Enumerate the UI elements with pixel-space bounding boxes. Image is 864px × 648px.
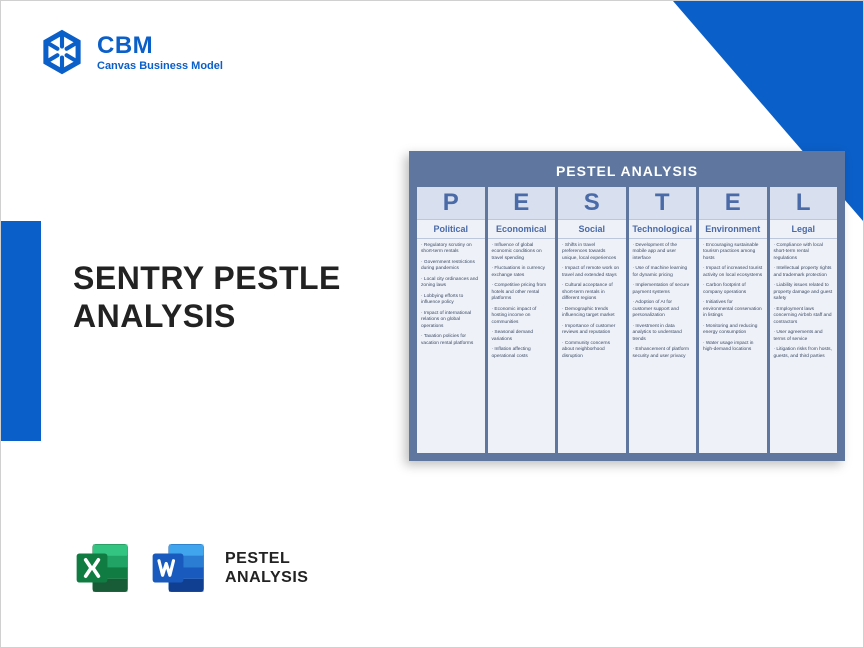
pestel-column: LLegal · Compliance with local short-term… [770, 187, 838, 453]
column-item: · Inflation affecting operational costs [492, 347, 552, 360]
column-items: · Shifts in travel preferences towards u… [558, 239, 626, 368]
column-item: · Carbon footprint of company operations [703, 283, 763, 296]
format-label-line-2: ANALYSIS [225, 568, 308, 587]
column-letter: L [770, 187, 838, 220]
logo-icon [39, 29, 85, 75]
column-item: · Competitive pricing from hotels and ot… [492, 283, 552, 302]
column-item: · Cultural acceptance of short-term rent… [562, 283, 622, 302]
column-items: · Compliance with local short-term renta… [770, 239, 838, 368]
column-item: · Impact of international relations on g… [421, 311, 481, 330]
format-label-line-1: PESTEL [225, 549, 308, 568]
column-item: · Compliance with local short-term renta… [774, 243, 834, 262]
column-items: · Regulatory scrutiny on short-term rent… [417, 239, 485, 355]
column-letter: S [558, 187, 626, 220]
logo: CBM Canvas Business Model [39, 29, 223, 75]
column-item: · Development of the mobile app and user… [633, 243, 693, 262]
column-items: · Influence of global economic condition… [488, 239, 556, 368]
column-item: · Enhancement of platform security and u… [633, 347, 693, 360]
card-title: PESTEL ANALYSIS [417, 159, 837, 187]
column-item: · Lobbying efforts to influence policy [421, 294, 481, 307]
brand-name: CBM [97, 32, 223, 60]
column-item: · Seasonal demand variations [492, 330, 552, 343]
column-item: · Importance of customer reviews and rep… [562, 324, 622, 337]
column-category: Environment [699, 220, 767, 239]
column-letter: T [629, 187, 697, 220]
column-item: · Monitoring and reducing energy consump… [703, 324, 763, 337]
column-item: · Shifts in travel preferences towards u… [562, 243, 622, 262]
column-item: · Government restrictions during pandemi… [421, 260, 481, 273]
pestel-column: EEnvironment · Encouraging sustainable to… [699, 187, 767, 453]
page-title: SENTRY PESTLE ANALYSIS [73, 259, 341, 336]
column-item: · Use of machine learning for dynamic pr… [633, 266, 693, 279]
format-badges: PESTEL ANALYSIS [73, 539, 308, 597]
column-item: · Economic impact of hosting income on c… [492, 307, 552, 326]
column-category: Social [558, 220, 626, 239]
pestel-card: PESTEL ANALYSIS PPolitical · Regulatory s… [409, 151, 845, 461]
pestel-grid: PPolitical · Regulatory scrutiny on short… [417, 187, 837, 453]
format-label: PESTEL ANALYSIS [225, 549, 308, 587]
column-item: · Local city ordinances and zoning laws [421, 277, 481, 290]
column-category: Technological [629, 220, 697, 239]
column-category: Economical [488, 220, 556, 239]
column-item: · Community concerns about neighborhood … [562, 341, 622, 360]
column-items: · Encouraging sustainable tourism practi… [699, 239, 767, 362]
column-item: · Encouraging sustainable tourism practi… [703, 243, 763, 262]
column-item: · Initiatives for environmental conserva… [703, 300, 763, 319]
column-item: · Taxation policies for vacation rental … [421, 334, 481, 347]
column-item: · Regulatory scrutiny on short-term rent… [421, 243, 481, 256]
column-item: · Adoption of AI for customer support an… [633, 300, 693, 319]
column-item: · Impact of remote work on travel and ex… [562, 266, 622, 279]
column-item: · Fluctuations in currency exchange rate… [492, 266, 552, 279]
column-item: · Impact of increased tourist activity o… [703, 266, 763, 279]
column-letter: E [699, 187, 767, 220]
brand-tagline: Canvas Business Model [97, 60, 223, 72]
pestel-column: TTechnological · Development of the mobil… [629, 187, 697, 453]
column-items: · Development of the mobile app and user… [629, 239, 697, 368]
column-item: · Implementation of secure payment syste… [633, 283, 693, 296]
column-item: · Water usage impact in high-demand loca… [703, 341, 763, 354]
word-icon [149, 539, 207, 597]
pestel-column: PPolitical · Regulatory scrutiny on short… [417, 187, 485, 453]
column-item: · Employment laws concerning Airbnb staf… [774, 307, 834, 326]
pestel-column: EEconomical · Influence of global economi… [488, 187, 556, 453]
column-item: · Influence of global economic condition… [492, 243, 552, 262]
column-item: · Litigation risks from hosts, guests, a… [774, 347, 834, 360]
excel-icon [73, 539, 131, 597]
column-item: · Demographic trends influencing target … [562, 307, 622, 320]
title-line-1: SENTRY PESTLE [73, 259, 341, 297]
title-line-2: ANALYSIS [73, 297, 341, 335]
column-category: Legal [770, 220, 838, 239]
left-accent [1, 221, 41, 441]
column-item: · Liability issues related to property d… [774, 283, 834, 302]
column-letter: E [488, 187, 556, 220]
pestel-column: SSocial · Shifts in travel preferences to… [558, 187, 626, 453]
column-item: · Intellectual property rights and trade… [774, 266, 834, 279]
column-item: · User agreements and terms of service [774, 330, 834, 343]
column-category: Political [417, 220, 485, 239]
column-letter: P [417, 187, 485, 220]
column-item: · Investment in data analytics to unders… [633, 324, 693, 343]
